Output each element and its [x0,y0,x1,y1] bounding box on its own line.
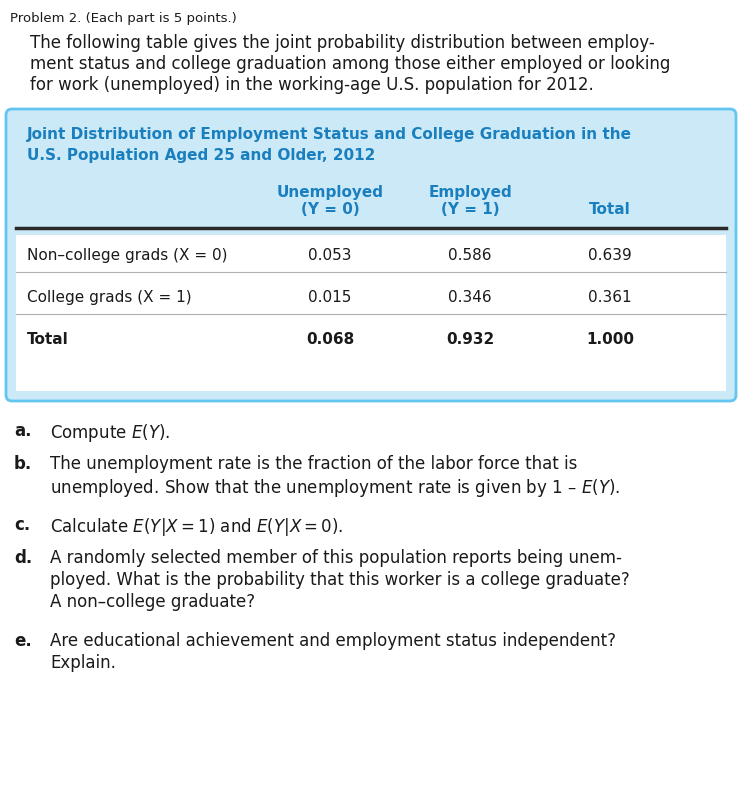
Bar [16,235,726,391]
Text: The following table gives the joint probability distribution between employ-: The following table gives the joint prob… [30,34,655,52]
Text: Problem 2. (Each part is 5 points.): Problem 2. (Each part is 5 points.) [10,12,237,25]
Text: Unemployed: Unemployed [277,185,384,200]
Text: c.: c. [14,516,30,534]
Text: d.: d. [14,549,32,567]
Text: a.: a. [14,422,32,440]
Text: ment status and college graduation among those either employed or looking: ment status and college graduation among… [30,55,670,73]
Text: College grads (X = 1): College grads (X = 1) [27,290,192,305]
Text: 1.000: 1.000 [586,332,634,347]
Text: Total: Total [27,332,68,347]
Text: (Y = 0): (Y = 0) [301,202,359,217]
Text: Compute $E(Y)$.: Compute $E(Y)$. [50,422,170,444]
FancyBboxPatch shape [6,109,736,401]
Text: A randomly selected member of this population reports being unem-: A randomly selected member of this popul… [50,549,622,567]
Text: 0.361: 0.361 [588,290,632,305]
Text: Non–college grads (X = 0): Non–college grads (X = 0) [27,248,228,263]
Text: 0.346: 0.346 [448,290,492,305]
Text: Total: Total [589,202,631,217]
Text: 0.015: 0.015 [308,290,352,305]
Text: 0.068: 0.068 [306,332,354,347]
Text: Are educational achievement and employment status independent?: Are educational achievement and employme… [50,632,616,650]
Text: unemployed. Show that the unemployment rate is given by 1 – $E(Y)$.: unemployed. Show that the unemployment r… [50,477,620,499]
Text: A non–college graduate?: A non–college graduate? [50,593,255,611]
Text: b.: b. [14,455,32,473]
Text: 0.932: 0.932 [446,332,494,347]
Text: Explain.: Explain. [50,654,116,672]
Text: 0.053: 0.053 [308,248,352,263]
Text: for work (unemployed) in the working-age U.S. population for 2012.: for work (unemployed) in the working-age… [30,76,594,94]
Text: U.S. Population Aged 25 and Older, 2012: U.S. Population Aged 25 and Older, 2012 [27,148,375,163]
Text: The unemployment rate is the fraction of the labor force that is: The unemployment rate is the fraction of… [50,455,578,473]
Text: 0.639: 0.639 [588,248,632,263]
Text: ployed. What is the probability that this worker is a college graduate?: ployed. What is the probability that thi… [50,571,629,589]
Text: Joint Distribution of Employment Status and College Graduation in the: Joint Distribution of Employment Status … [27,127,632,142]
Text: Calculate $E(Y|X = 1)$ and $E(Y|X = 0)$.: Calculate $E(Y|X = 1)$ and $E(Y|X = 0)$. [50,516,344,538]
Text: (Y = 1): (Y = 1) [441,202,499,217]
Text: e.: e. [14,632,32,650]
Text: 0.586: 0.586 [448,248,492,263]
Text: Employed: Employed [428,185,512,200]
